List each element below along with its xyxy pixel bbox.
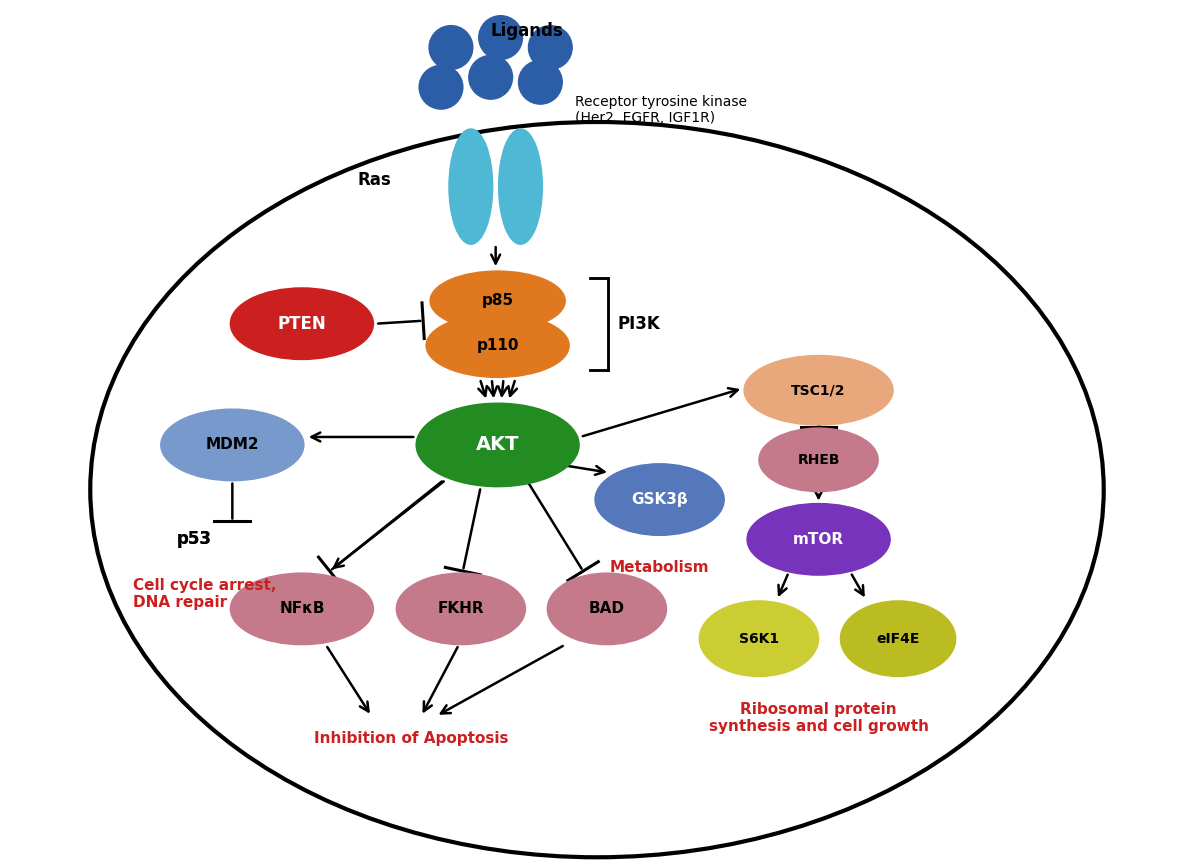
Circle shape <box>518 61 562 104</box>
Ellipse shape <box>449 129 493 244</box>
Ellipse shape <box>841 601 955 676</box>
Ellipse shape <box>700 601 819 676</box>
Ellipse shape <box>417 404 579 487</box>
Text: TSC1/2: TSC1/2 <box>792 384 845 398</box>
Text: mTOR: mTOR <box>793 532 844 547</box>
Ellipse shape <box>547 573 666 645</box>
Text: NFκB: NFκB <box>279 602 325 616</box>
Ellipse shape <box>759 428 879 491</box>
Circle shape <box>529 26 572 69</box>
Ellipse shape <box>747 503 890 575</box>
Ellipse shape <box>744 356 893 425</box>
Text: Cell cycle arrest,
DNA repair: Cell cycle arrest, DNA repair <box>133 578 277 610</box>
Text: Ras: Ras <box>357 171 392 188</box>
Ellipse shape <box>396 573 525 645</box>
Text: FKHR: FKHR <box>437 602 485 616</box>
Text: GSK3β: GSK3β <box>632 492 688 507</box>
Text: p85: p85 <box>481 293 513 308</box>
Text: RHEB: RHEB <box>798 453 839 467</box>
Text: Receptor tyrosine kinase
(Her2, EGFR, IGF1R): Receptor tyrosine kinase (Her2, EGFR, IG… <box>576 95 747 125</box>
Circle shape <box>419 65 463 109</box>
Text: BAD: BAD <box>589 602 624 616</box>
Text: p53: p53 <box>177 530 213 549</box>
Ellipse shape <box>230 573 374 645</box>
Ellipse shape <box>595 464 725 536</box>
Text: Metabolism: Metabolism <box>610 560 709 575</box>
Text: S6K1: S6K1 <box>739 632 778 646</box>
Ellipse shape <box>230 288 374 359</box>
Text: p110: p110 <box>476 338 519 353</box>
Text: Ligands: Ligands <box>491 22 564 40</box>
Text: Inhibition of Apoptosis: Inhibition of Apoptosis <box>314 731 509 746</box>
Text: p53: p53 <box>177 530 213 549</box>
Text: PTEN: PTEN <box>277 315 326 332</box>
Text: AKT: AKT <box>476 436 519 455</box>
Circle shape <box>429 26 473 69</box>
Ellipse shape <box>426 313 570 378</box>
Text: PI3K: PI3K <box>617 315 660 332</box>
Ellipse shape <box>499 129 542 244</box>
Text: eIF4E: eIF4E <box>876 632 919 646</box>
Ellipse shape <box>430 271 565 331</box>
Text: Ribosomal protein
synthesis and cell growth: Ribosomal protein synthesis and cell gro… <box>708 702 929 734</box>
Ellipse shape <box>161 409 304 481</box>
Circle shape <box>469 56 512 99</box>
Circle shape <box>479 16 523 59</box>
Text: MDM2: MDM2 <box>205 437 259 452</box>
